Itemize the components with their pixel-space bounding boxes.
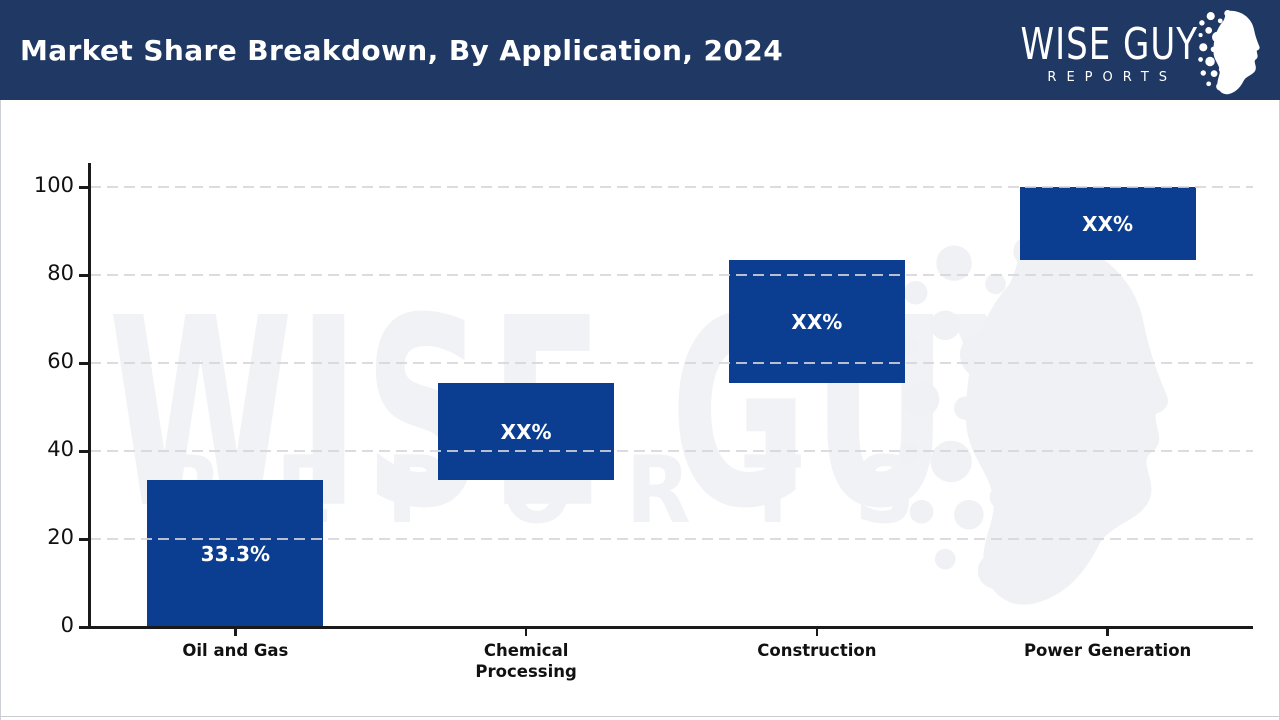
bar-2 xyxy=(438,382,615,481)
x-category-label-1: Oil and Gas xyxy=(182,641,289,660)
gridline-40 xyxy=(90,450,1253,452)
x-tick-4 xyxy=(1106,628,1109,636)
watermark-head-icon xyxy=(886,222,1182,618)
card-border-left xyxy=(0,100,1,720)
logo-wordmark: WISE GUY xyxy=(1020,19,1198,71)
y-tick-label-100: 100 xyxy=(33,173,74,197)
bar-1 xyxy=(147,480,324,627)
bar-label-1: 33.3% xyxy=(200,541,271,566)
gridline-60 xyxy=(90,362,1253,364)
y-tick-60 xyxy=(79,362,88,365)
x-tick-1 xyxy=(234,628,237,636)
bar-label-3: XX% xyxy=(791,309,843,334)
x-tick-2 xyxy=(524,628,528,636)
x-category-label-3: Construction xyxy=(757,641,877,660)
bar-label-2: XX% xyxy=(500,419,552,444)
page-title: Market Share Breakdown, By Application, … xyxy=(20,33,784,67)
y-tick-label-60: 60 xyxy=(47,349,74,373)
y-tick-label-0: 0 xyxy=(60,613,74,637)
y-tick-label-20: 20 xyxy=(47,525,74,549)
header-bar: Market Share Breakdown, By Application, … xyxy=(0,0,1280,100)
logo-head-icon xyxy=(1188,8,1270,96)
y-tick-80 xyxy=(79,274,88,277)
x-axis xyxy=(88,626,1253,629)
gridline-20 xyxy=(90,538,1253,540)
logo-text: WISE GUY REPORTS xyxy=(1020,19,1198,85)
y-tick-20 xyxy=(79,538,88,541)
gridline-80 xyxy=(90,274,1253,276)
y-tick-0 xyxy=(79,626,88,629)
y-tick-label-40: 40 xyxy=(47,437,74,461)
y-tick-100 xyxy=(79,186,88,189)
y-tick-40 xyxy=(79,450,88,453)
gridline-100 xyxy=(90,186,1253,188)
y-axis xyxy=(88,163,91,629)
x-tick-3 xyxy=(815,628,819,636)
bar-4 xyxy=(1019,187,1196,261)
y-tick-label-80: 80 xyxy=(47,261,74,285)
wise-guy-logo: WISE GUY REPORTS xyxy=(1020,8,1270,96)
x-category-label-4: Power Generation xyxy=(1023,641,1192,660)
bar-label-4: XX% xyxy=(1082,211,1134,236)
card-border-bottom xyxy=(0,716,1280,717)
logo-subtext: REPORTS xyxy=(1047,70,1178,85)
x-category-label-2: Chemical Processing xyxy=(475,641,577,681)
